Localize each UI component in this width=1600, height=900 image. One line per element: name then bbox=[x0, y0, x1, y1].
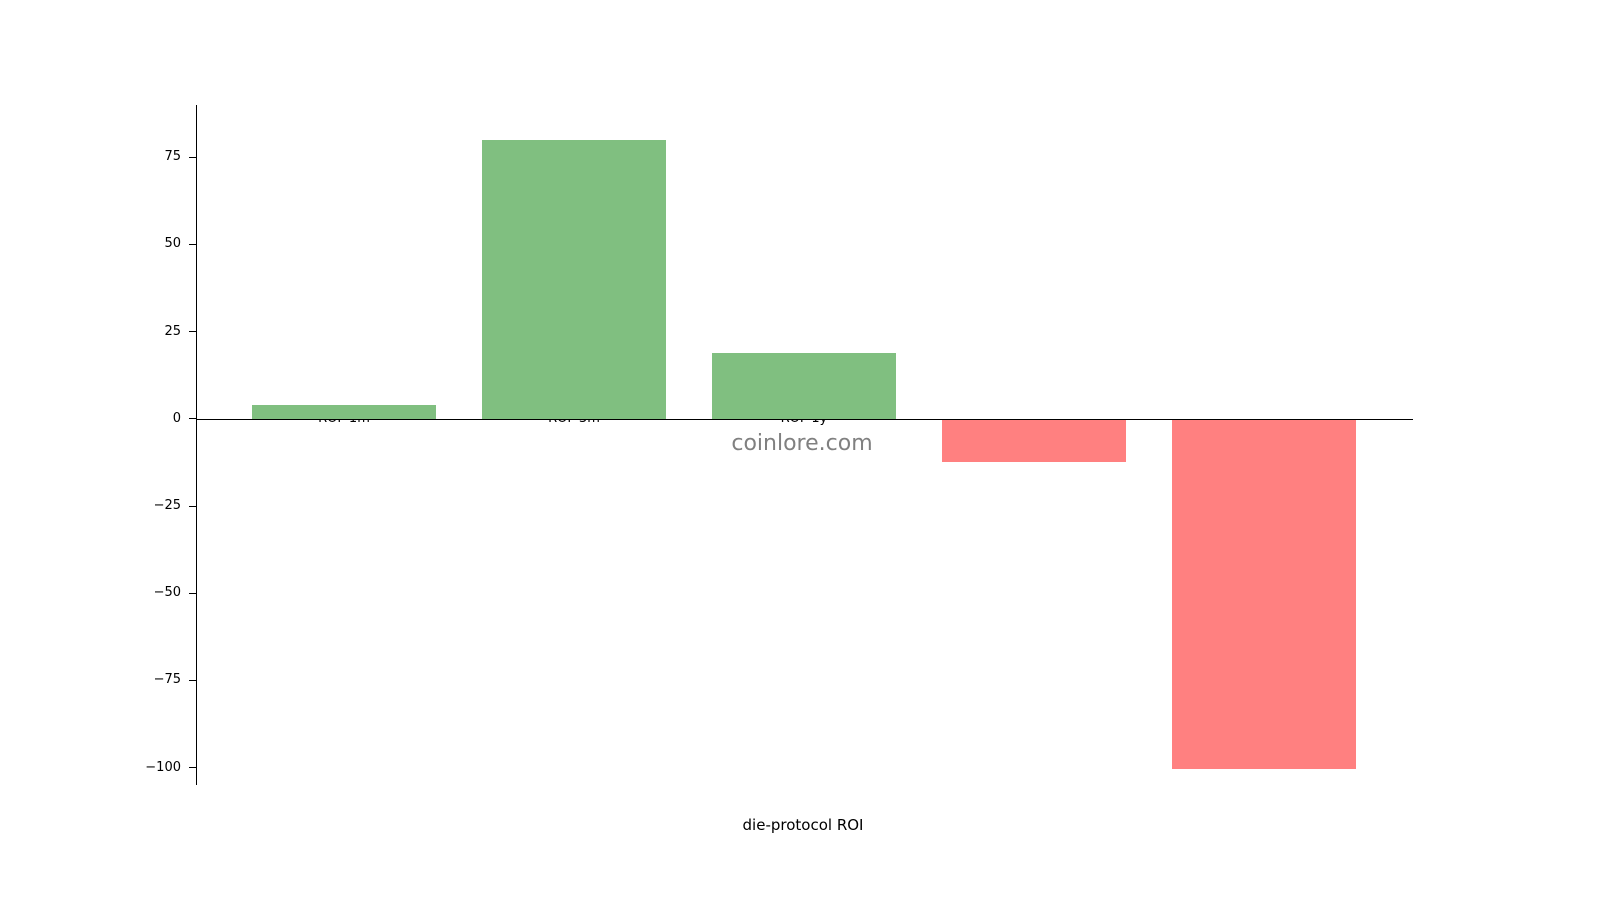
y-tick-mark bbox=[189, 679, 196, 681]
y-axis-spine bbox=[196, 105, 197, 785]
y-tick-mark bbox=[189, 156, 196, 158]
y-tick-mark bbox=[189, 331, 196, 333]
y-tick-label: 50 bbox=[164, 236, 181, 252]
y-tick-mark bbox=[189, 243, 196, 245]
y-tick-label: −75 bbox=[153, 672, 181, 688]
y-tick-mark bbox=[189, 418, 196, 420]
y-tick-mark bbox=[189, 767, 196, 769]
y-tick-mark bbox=[189, 505, 196, 507]
y-tick-label: 25 bbox=[164, 323, 181, 339]
y-tick-label: 0 bbox=[172, 410, 181, 426]
x-axis-zero-line bbox=[196, 419, 1413, 420]
y-tick-label: 75 bbox=[164, 149, 181, 165]
bar bbox=[942, 419, 1126, 462]
bar bbox=[252, 404, 436, 419]
watermark: coinlore.com bbox=[731, 431, 873, 456]
y-tick-mark bbox=[189, 592, 196, 594]
bar bbox=[712, 352, 896, 419]
y-tick-label: −100 bbox=[145, 759, 181, 775]
bar bbox=[482, 139, 666, 419]
y-tick-label: −25 bbox=[153, 498, 181, 514]
bar bbox=[1172, 419, 1356, 769]
y-tick-label: −50 bbox=[153, 585, 181, 601]
chart-title: die-protocol ROI bbox=[742, 816, 864, 834]
